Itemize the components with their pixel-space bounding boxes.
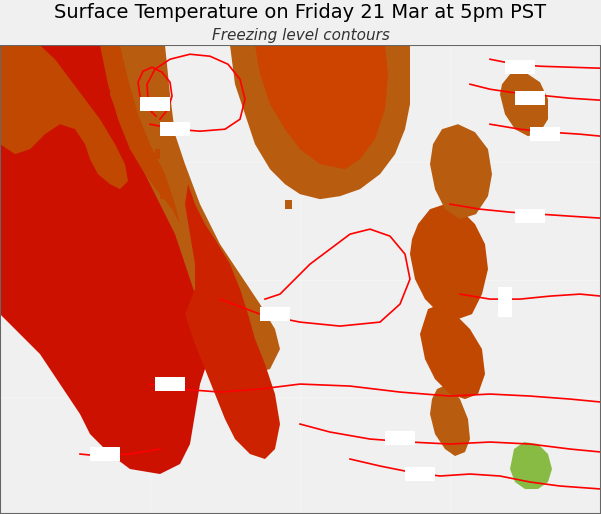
Polygon shape <box>110 45 280 374</box>
Polygon shape <box>500 72 548 136</box>
Polygon shape <box>0 45 128 189</box>
Text: 5000: 5000 <box>532 129 558 139</box>
Polygon shape <box>230 45 410 199</box>
Text: 5100: 5100 <box>507 62 533 72</box>
Text: 4500: 4500 <box>142 99 168 109</box>
Text: 4000: 4000 <box>387 433 413 443</box>
Polygon shape <box>285 200 292 209</box>
Polygon shape <box>430 124 492 219</box>
Polygon shape <box>100 45 180 224</box>
Polygon shape <box>430 384 470 456</box>
Text: 4500: 4500 <box>92 449 118 459</box>
Text: 5000: 5000 <box>517 211 543 221</box>
Polygon shape <box>410 204 488 319</box>
Text: Surface Temperature on Friday 21 Mar at 5pm PST: Surface Temperature on Friday 21 Mar at … <box>55 3 546 22</box>
Polygon shape <box>185 184 280 459</box>
Polygon shape <box>160 192 166 199</box>
Text: 5000: 5000 <box>262 309 288 319</box>
Polygon shape <box>510 442 552 489</box>
Polygon shape <box>155 149 160 159</box>
Polygon shape <box>0 45 220 474</box>
Polygon shape <box>420 304 485 399</box>
Text: Freezing level contours: Freezing level contours <box>212 28 389 43</box>
Polygon shape <box>255 45 388 169</box>
Text: 4500: 4500 <box>157 379 183 389</box>
Text: 5000: 5000 <box>517 93 543 103</box>
Text: 3500: 3500 <box>407 469 433 479</box>
Text: 5000: 5000 <box>500 289 510 315</box>
Text: 5000: 5000 <box>162 124 188 134</box>
